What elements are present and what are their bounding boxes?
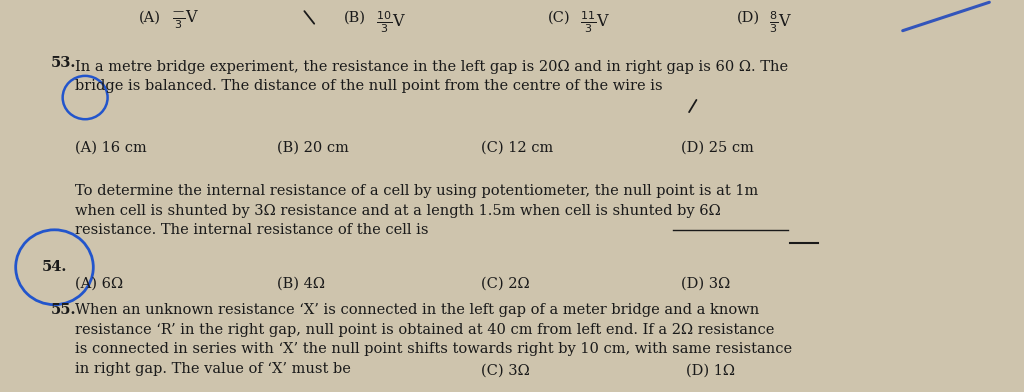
Text: (D) 3Ω: (D) 3Ω: [681, 277, 730, 290]
Text: $\frac{11}{3}$V: $\frac{11}{3}$V: [581, 9, 610, 35]
Text: 54.: 54.: [42, 260, 68, 274]
Text: (A): (A): [139, 11, 161, 25]
Text: (B) 4Ω: (B) 4Ω: [278, 277, 325, 290]
Text: (D): (D): [736, 11, 760, 25]
Text: (C) 3Ω: (C) 3Ω: [481, 363, 530, 377]
Text: In a metre bridge experiment, the resistance in the left gap is 20Ω and in right: In a metre bridge experiment, the resist…: [75, 60, 788, 93]
Text: (B): (B): [343, 11, 366, 25]
Text: $\frac{8}{3}$V: $\frac{8}{3}$V: [769, 9, 793, 35]
Text: (A) 6Ω: (A) 6Ω: [75, 277, 123, 290]
Text: To determine the internal resistance of a cell by using potentiometer, the null : To determine the internal resistance of …: [75, 184, 758, 237]
Text: $\frac{—}{3}$V: $\frac{—}{3}$V: [172, 9, 199, 31]
Text: (D) 1Ω: (D) 1Ω: [686, 363, 734, 377]
Text: When an unknown resistance ‘X’ is connected in the left gap of a meter bridge an: When an unknown resistance ‘X’ is connec…: [75, 303, 792, 376]
Text: (C): (C): [548, 11, 570, 25]
Text: 55.: 55.: [50, 303, 76, 317]
Text: (C) 2Ω: (C) 2Ω: [481, 277, 530, 290]
Text: $\frac{10}{3}$V: $\frac{10}{3}$V: [376, 9, 407, 35]
Text: 53.: 53.: [50, 56, 76, 70]
Text: (B) 20 cm: (B) 20 cm: [278, 141, 349, 155]
Text: (A) 16 cm: (A) 16 cm: [75, 141, 146, 155]
Text: (C) 12 cm: (C) 12 cm: [481, 141, 554, 155]
Text: (D) 25 cm: (D) 25 cm: [681, 141, 754, 155]
